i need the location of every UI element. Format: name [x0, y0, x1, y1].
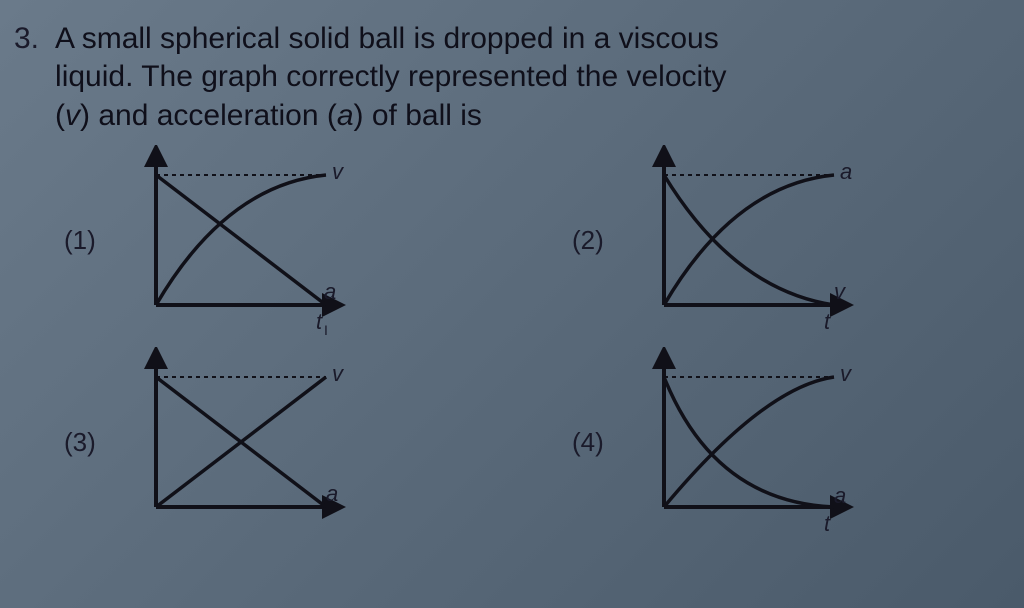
svg-text:a: a [834, 483, 846, 508]
question-line-3: (v) and acceleration (a) of ball is [55, 99, 482, 132]
svg-text:a: a [324, 279, 336, 304]
svg-text:a: a [840, 159, 852, 184]
question-text: A small spherical solid ball is dropped … [55, 20, 726, 135]
svg-text:t: t [824, 309, 831, 334]
svg-text:v: v [332, 159, 345, 184]
options-grid: (1) vatI (2) avt (3) va (4) vat [64, 145, 1000, 537]
option-2-label: (2) [572, 225, 622, 256]
option-3-label: (3) [64, 427, 114, 458]
svg-text:I: I [324, 322, 328, 335]
question-number: 3. [14, 22, 39, 56]
option-1-label: (1) [64, 225, 114, 256]
svg-text:a: a [326, 481, 338, 506]
svg-text:v: v [834, 279, 847, 304]
option-4-graph: v at [634, 347, 854, 537]
option-1-graph: v atI [126, 145, 346, 335]
option-3: (3) va [64, 347, 492, 537]
svg-text:t: t [316, 309, 323, 334]
question-line-2: liquid. The graph correctly represented … [55, 60, 726, 93]
svg-text:v: v [840, 361, 853, 386]
option-4-label: (4) [572, 427, 622, 458]
option-2: (2) a vt [572, 145, 1000, 335]
option-4: (4) v at [572, 347, 1000, 537]
option-1: (1) v atI [64, 145, 492, 335]
svg-text:t: t [824, 511, 831, 536]
svg-text:v: v [332, 361, 345, 386]
option-2-graph: a vt [634, 145, 854, 335]
question-line-1: A small spherical solid ball is dropped … [55, 22, 719, 55]
option-3-graph: va [126, 347, 346, 537]
question-block: 3. A small spherical solid ball is dropp… [14, 20, 1000, 135]
